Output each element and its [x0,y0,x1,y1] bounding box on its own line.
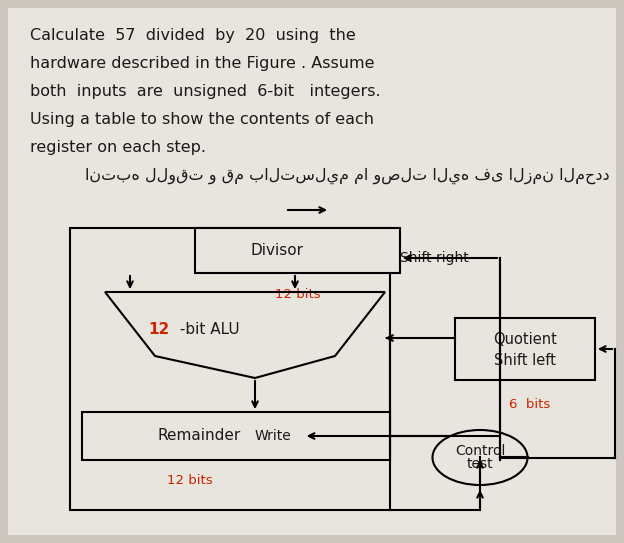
Text: Shift right: Shift right [400,251,469,265]
Text: hardware described in the Figure . Assume: hardware described in the Figure . Assum… [30,56,374,71]
Text: -bit ALU: -bit ALU [175,323,240,338]
Text: test: test [467,457,494,471]
Text: Calculate  57  divided  by  20  using  the: Calculate 57 divided by 20 using the [30,28,356,43]
Text: Using a table to show the contents of each: Using a table to show the contents of ea… [30,112,374,127]
Bar [70,228,390,510]
Text: 12: 12 [148,323,169,338]
Text: Control: Control [455,444,505,458]
Bar [455,318,595,380]
Text: 6  bits: 6 bits [509,399,550,412]
Text: Write: Write [255,429,291,443]
Text: Remainder: Remainder [157,428,241,444]
Text: Shift left: Shift left [494,352,556,368]
Text: both  inputs  are  unsigned  6-bit   integers.: both inputs are unsigned 6-bit integers. [30,84,381,99]
Bar [195,228,400,273]
Text: Quotient: Quotient [493,332,557,347]
Text: 12 bits: 12 bits [275,288,320,301]
Text: 12 bits: 12 bits [167,473,213,487]
Text: Divisor: Divisor [250,243,303,258]
Text: register on each step.: register on each step. [30,140,206,155]
Bar [82,412,390,460]
Text: انتبه للوقت و قم بالتسليم ما وصلت اليه فى الزمن المحدد: انتبه للوقت و قم بالتسليم ما وصلت اليه ف… [85,168,610,184]
